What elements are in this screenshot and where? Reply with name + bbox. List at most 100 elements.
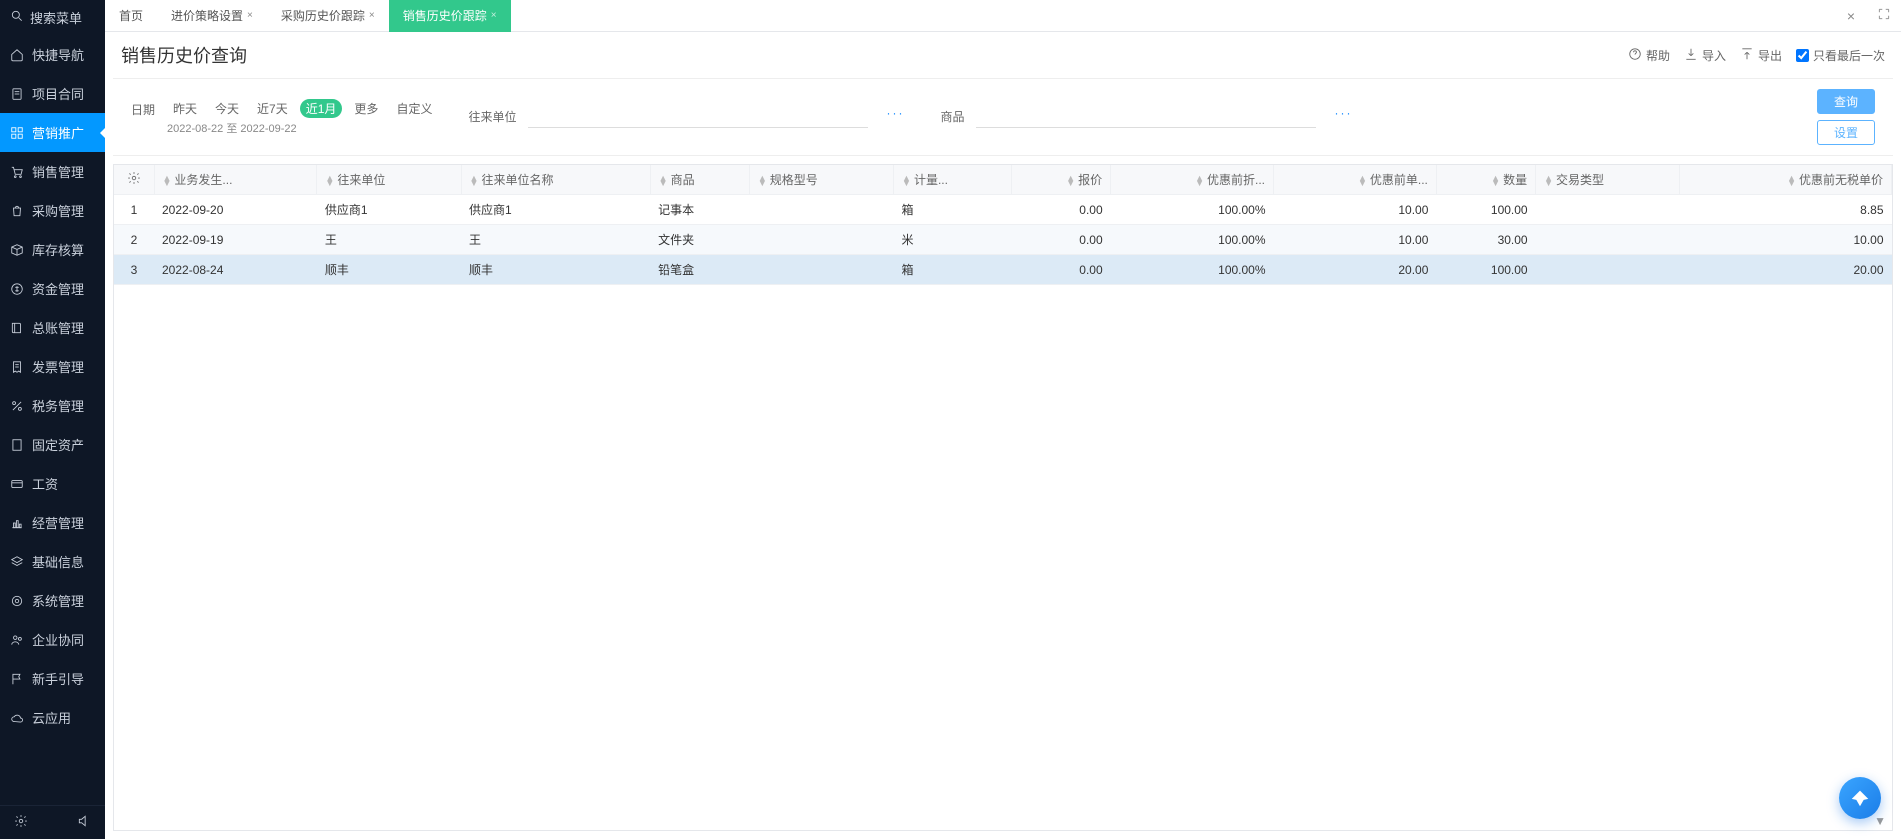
sidebar-item-label: 销售管理 xyxy=(32,162,84,181)
sidebar-item-label: 营销推广 xyxy=(32,123,84,142)
book-icon xyxy=(10,321,24,335)
sort-icon: ▲▼ xyxy=(470,176,479,186)
sidebar-item-label: 采购管理 xyxy=(32,201,84,220)
date-chip-4[interactable]: 更多 xyxy=(348,99,384,118)
page-header: 销售历史价查询 帮助 导入 导出 只看最后一次 xyxy=(105,32,1901,78)
col-pre_price[interactable]: ▲▼优惠前单... xyxy=(1274,165,1437,195)
filter-product-more[interactable]: ··· xyxy=(1328,106,1358,120)
cell-discount: 100.00% xyxy=(1111,195,1274,225)
col-partner[interactable]: ▲▼往来单位 xyxy=(317,165,461,195)
sidebar-item-6[interactable]: 资金管理 xyxy=(0,269,105,308)
close-all-tabs-button[interactable]: × xyxy=(1835,8,1867,24)
col-price[interactable]: ▲▼报价 xyxy=(1011,165,1110,195)
sidebar-item-15[interactable]: 企业协同 xyxy=(0,620,105,659)
assistant-fab[interactable] xyxy=(1839,777,1881,819)
date-chip-5[interactable]: 自定义 xyxy=(390,99,438,118)
cart-icon xyxy=(10,165,24,179)
cell-pre_tax_price: 10.00 xyxy=(1680,225,1892,255)
sidebar-search[interactable]: 搜索菜单 xyxy=(0,0,105,35)
sidebar-item-7[interactable]: 总账管理 xyxy=(0,308,105,347)
table-row[interactable]: 22022-09-19王王文件夹米0.00100.00%10.0030.0010… xyxy=(114,225,1892,255)
sidebar: 搜索菜单 快捷导航项目合同营销推广销售管理采购管理库存核算资金管理总账管理发票管… xyxy=(0,0,105,839)
gear-icon[interactable] xyxy=(127,174,141,188)
col-spec[interactable]: ▲▼规格型号 xyxy=(749,165,893,195)
cell-unit: 箱 xyxy=(894,195,1012,225)
tab-close-icon[interactable]: × xyxy=(491,0,497,32)
tab-close-icon[interactable]: × xyxy=(247,0,253,32)
col-trade_type[interactable]: ▲▼交易类型 xyxy=(1536,165,1680,195)
col-date[interactable]: ▲▼业务发生... xyxy=(154,165,317,195)
sidebar-item-label: 库存核算 xyxy=(32,240,84,259)
col-qty[interactable]: ▲▼数量 xyxy=(1436,165,1535,195)
cell-date: 2022-09-19 xyxy=(154,225,317,255)
sidebar-item-3[interactable]: 销售管理 xyxy=(0,152,105,191)
sidebar-item-17[interactable]: 云应用 xyxy=(0,698,105,737)
sort-icon: ▲▼ xyxy=(163,176,172,186)
col-pre_tax_price[interactable]: ▲▼优惠前无税单价 xyxy=(1680,165,1892,195)
data-table: ▲▼业务发生...▲▼往来单位▲▼往来单位名称▲▼商品▲▼规格型号▲▼计量...… xyxy=(114,165,1892,285)
date-chip-2[interactable]: 近7天 xyxy=(251,99,294,118)
filter-partner-more[interactable]: ··· xyxy=(880,106,910,120)
col-discount[interactable]: ▲▼优惠前折... xyxy=(1111,165,1274,195)
sidebar-search-label: 搜索菜单 xyxy=(30,8,82,27)
main: 首页进价策略设置×采购历史价跟踪×销售历史价跟踪× × 销售历史价查询 帮助 导… xyxy=(105,0,1901,839)
cell-trade_type xyxy=(1536,255,1680,285)
sidebar-item-4[interactable]: 采购管理 xyxy=(0,191,105,230)
cell-qty: 30.00 xyxy=(1436,225,1535,255)
sidebar-item-12[interactable]: 经营管理 xyxy=(0,503,105,542)
col-partner_name[interactable]: ▲▼往来单位名称 xyxy=(461,165,650,195)
filter-partner-input[interactable] xyxy=(528,106,868,128)
receipt-icon xyxy=(10,360,24,374)
cell-qty: 100.00 xyxy=(1436,195,1535,225)
sidebar-item-8[interactable]: 发票管理 xyxy=(0,347,105,386)
settings-button[interactable]: 设置 xyxy=(1817,120,1875,145)
date-chip-3[interactable]: 近1月 xyxy=(300,99,343,118)
tab-1[interactable]: 进价策略设置× xyxy=(157,0,267,32)
export-button[interactable]: 导出 xyxy=(1740,47,1782,64)
sidebar-item-9[interactable]: 税务管理 xyxy=(0,386,105,425)
cell-date: 2022-09-20 xyxy=(154,195,317,225)
layers-icon xyxy=(10,555,24,569)
tab-3[interactable]: 销售历史价跟踪× xyxy=(389,0,511,32)
sidebar-item-13[interactable]: 基础信息 xyxy=(0,542,105,581)
sidebar-item-11[interactable]: 工资 xyxy=(0,464,105,503)
sidebar-item-10[interactable]: 固定资产 xyxy=(0,425,105,464)
cell-trade_type xyxy=(1536,225,1680,255)
date-chip-0[interactable]: 昨天 xyxy=(167,99,203,118)
sidebar-item-label: 资金管理 xyxy=(32,279,84,298)
building-icon xyxy=(10,438,24,452)
cell-date: 2022-08-24 xyxy=(154,255,317,285)
fullscreen-icon[interactable] xyxy=(1867,7,1901,24)
sound-icon[interactable] xyxy=(77,814,91,831)
help-button[interactable]: 帮助 xyxy=(1628,47,1670,64)
query-button[interactable]: 查询 xyxy=(1817,89,1875,114)
table-row[interactable]: 32022-08-24顺丰顺丰铅笔盒箱0.00100.00%20.00100.0… xyxy=(114,255,1892,285)
sidebar-item-label: 系统管理 xyxy=(32,591,84,610)
only-last-checkbox-label[interactable]: 只看最后一次 xyxy=(1796,47,1885,64)
sort-icon: ▲▼ xyxy=(1544,176,1553,186)
sidebar-item-0[interactable]: 快捷导航 xyxy=(0,35,105,74)
page-title: 销售历史价查询 xyxy=(121,42,247,68)
col-product[interactable]: ▲▼商品 xyxy=(650,165,749,195)
date-chip-1[interactable]: 今天 xyxy=(209,99,245,118)
sidebar-item-2[interactable]: 营销推广 xyxy=(0,113,105,152)
sidebar-item-16[interactable]: 新手引导 xyxy=(0,659,105,698)
sidebar-item-5[interactable]: 库存核算 xyxy=(0,230,105,269)
only-last-checkbox[interactable] xyxy=(1796,49,1809,62)
sidebar-item-14[interactable]: 系统管理 xyxy=(0,581,105,620)
import-icon xyxy=(1684,47,1698,64)
filter-date-group: 日期 昨天今天近7天近1月更多自定义 2022-08-22 至 2022-09-… xyxy=(131,99,438,136)
tab-2[interactable]: 采购历史价跟踪× xyxy=(267,0,389,32)
card-icon xyxy=(10,477,24,491)
settings-icon[interactable] xyxy=(14,814,28,831)
filter-product-input[interactable] xyxy=(976,106,1316,128)
cell-spec xyxy=(749,225,893,255)
col-unit[interactable]: ▲▼计量... xyxy=(894,165,1012,195)
import-button[interactable]: 导入 xyxy=(1684,47,1726,64)
cell-pre_price: 20.00 xyxy=(1274,255,1437,285)
tab-0[interactable]: 首页 xyxy=(105,0,157,32)
tab-close-icon[interactable]: × xyxy=(369,0,375,32)
table-row[interactable]: 12022-09-20供应商1供应商1记事本箱0.00100.00%10.001… xyxy=(114,195,1892,225)
sidebar-item-1[interactable]: 项目合同 xyxy=(0,74,105,113)
cell-idx: 1 xyxy=(114,195,154,225)
